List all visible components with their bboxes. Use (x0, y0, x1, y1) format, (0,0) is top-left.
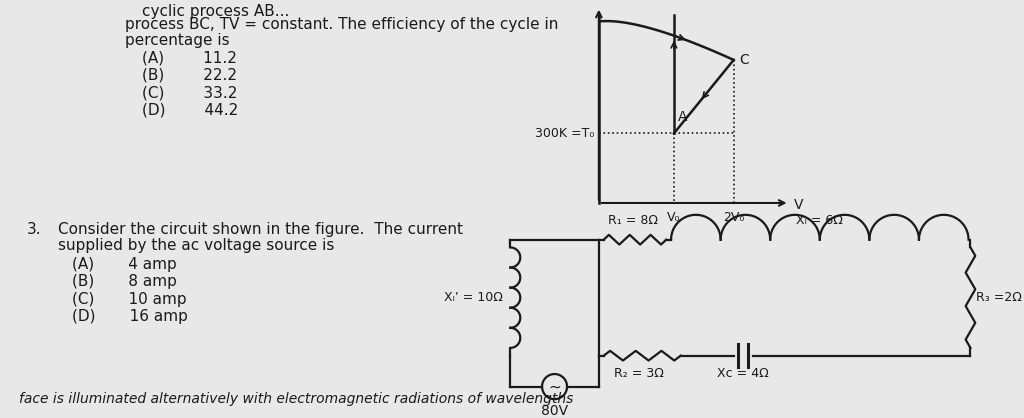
Text: (A)        11.2: (A) 11.2 (142, 50, 238, 65)
Text: Consider the circuit shown in the figure.  The current: Consider the circuit shown in the figure… (57, 222, 463, 237)
Text: Xᴄ = 4Ω: Xᴄ = 4Ω (718, 367, 769, 380)
Text: R₃ =2Ω: R₃ =2Ω (976, 291, 1022, 304)
Text: (C)        33.2: (C) 33.2 (142, 85, 238, 100)
Text: R₂ = 3Ω: R₂ = 3Ω (614, 367, 665, 380)
Text: ~: ~ (548, 379, 561, 394)
Text: percentage is: percentage is (125, 33, 229, 48)
Text: V₀: V₀ (668, 211, 681, 224)
Text: (B)       8 amp: (B) 8 amp (73, 275, 177, 290)
Text: C: C (739, 53, 750, 67)
Text: R₁ = 8Ω: R₁ = 8Ω (607, 214, 657, 227)
Text: V: V (795, 198, 804, 212)
Text: 3.: 3. (27, 222, 42, 237)
Text: supplied by the ac voltage source is: supplied by the ac voltage source is (57, 238, 334, 253)
Text: 2V₀: 2V₀ (723, 211, 744, 224)
Text: (A)       4 amp: (A) 4 amp (73, 257, 177, 272)
Text: (B)        22.2: (B) 22.2 (142, 68, 238, 83)
Text: 80V: 80V (541, 404, 568, 418)
Text: face is illuminated alternatively with electromagnetic radiations of wavelengths: face is illuminated alternatively with e… (19, 393, 573, 406)
Text: 300K =T₀: 300K =T₀ (535, 127, 594, 140)
Text: (C)       10 amp: (C) 10 amp (73, 292, 186, 307)
Text: cyclic process AB...: cyclic process AB... (142, 4, 290, 19)
Text: (D)       16 amp: (D) 16 amp (73, 309, 188, 324)
Text: (D)        44.2: (D) 44.2 (142, 102, 239, 117)
Text: Xₗ = 6Ω: Xₗ = 6Ω (796, 214, 843, 227)
Text: process BC, TV = constant. The efficiency of the cycle in: process BC, TV = constant. The efficienc… (125, 18, 558, 33)
Text: Xₗ’ = 10Ω: Xₗ’ = 10Ω (443, 291, 503, 304)
Text: A: A (678, 110, 687, 124)
